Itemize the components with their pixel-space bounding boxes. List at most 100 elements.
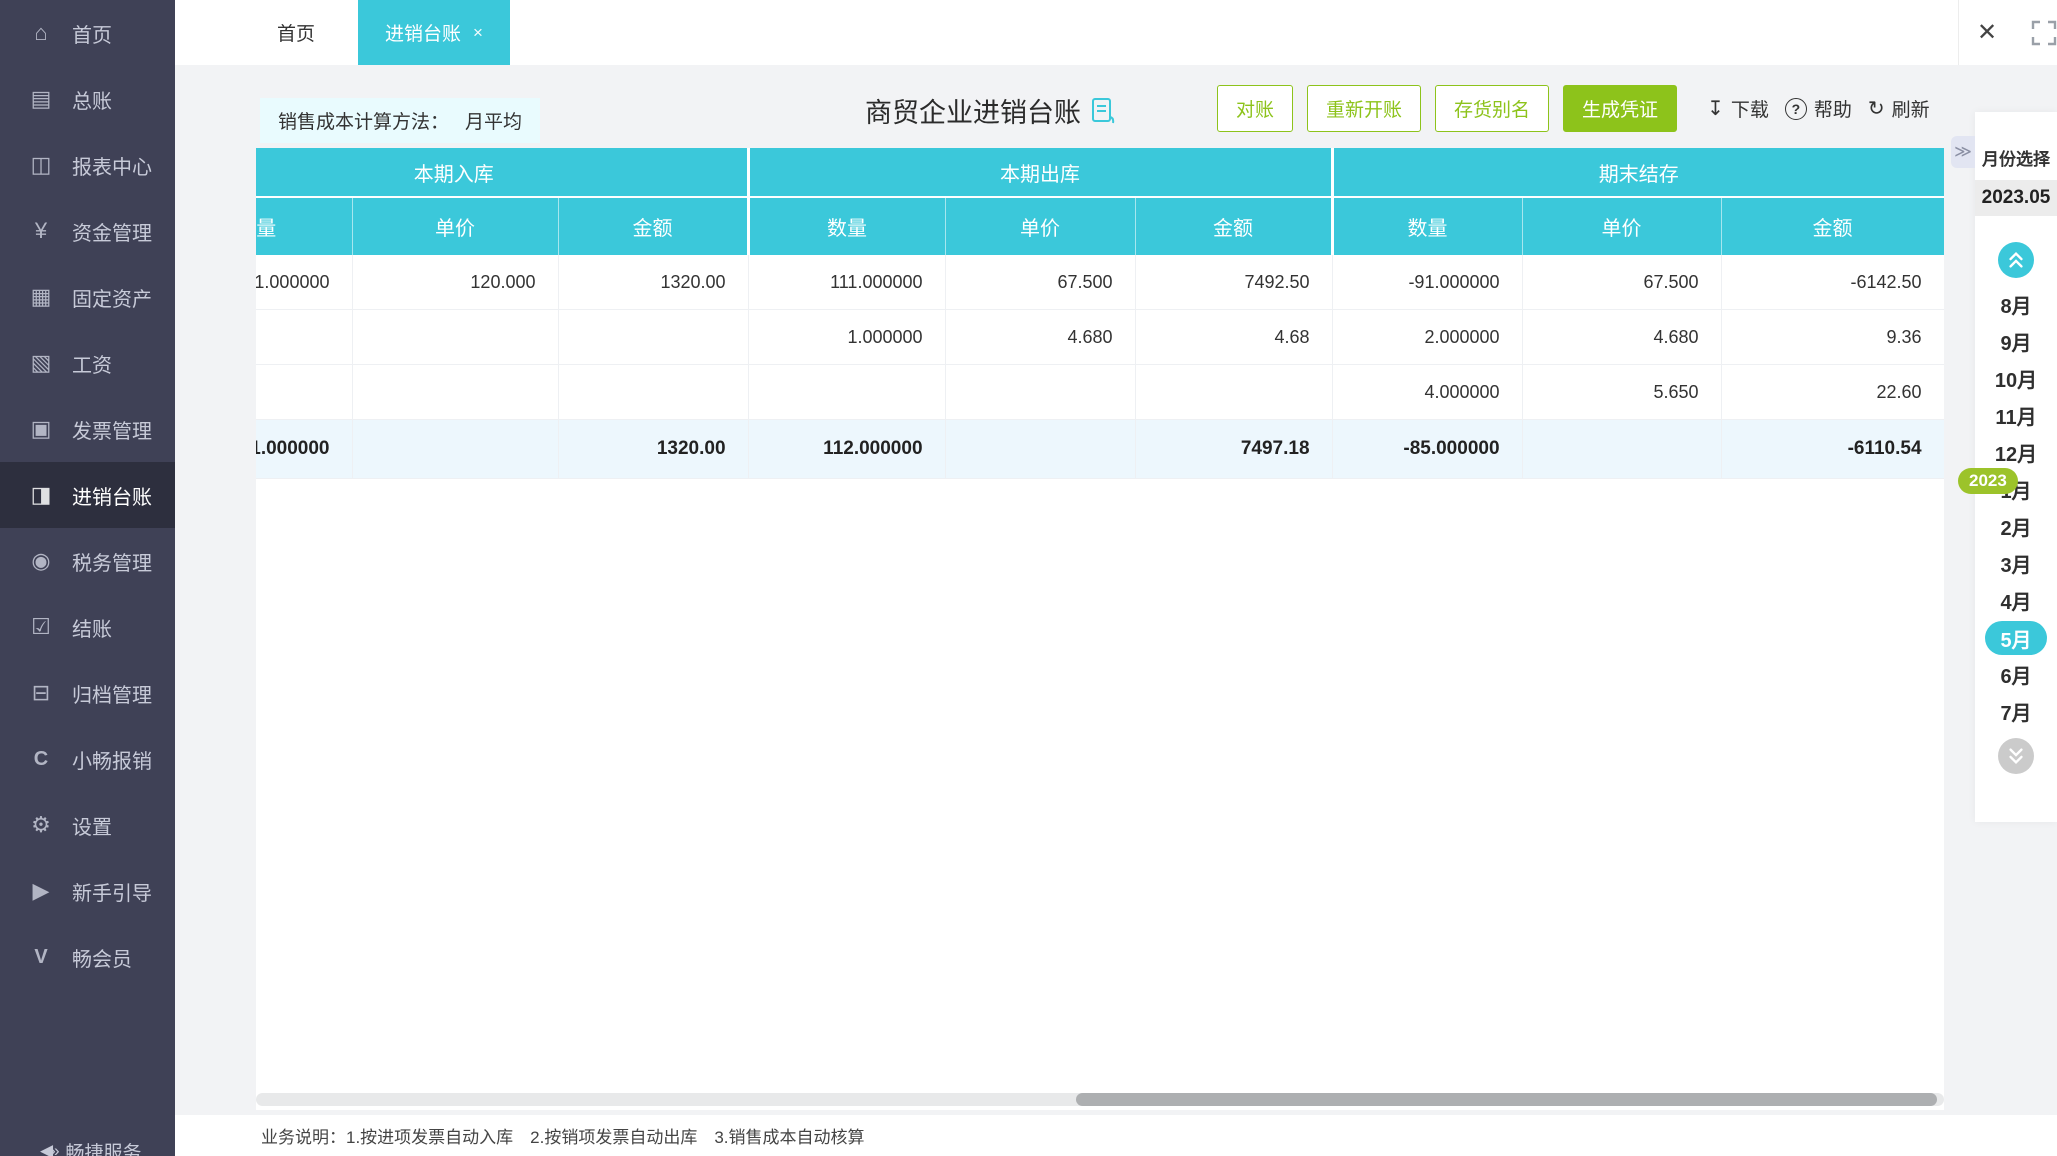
- page-title: 商贸企业进销台账: [865, 91, 1115, 130]
- help-action-label: 帮助: [1813, 100, 1852, 121]
- month-item-12月[interactable]: 12月: [1994, 444, 2038, 466]
- column-header: 数量: [748, 197, 946, 255]
- month-item-4月[interactable]: 4月: [2000, 592, 2032, 614]
- horizontal-scrollbar[interactable]: [256, 1093, 1944, 1106]
- document-icon[interactable]: [1091, 97, 1115, 125]
- month-selector-panel: ≫ 月份选择 2023.05 8月 9月 10月 11月 12月 1月 2月 3月 4月 5月 6月…: [1951, 112, 2057, 822]
- column-header: 金额: [1721, 197, 1944, 255]
- sidebar-item-label: 税务管理: [72, 552, 152, 575]
- sidebar-item-label: 设置: [72, 816, 112, 839]
- table-cell: 1.000000: [748, 309, 946, 365]
- closing-icon: ☑: [31, 614, 51, 639]
- purchase-sale-ledger-icon: ◨: [30, 482, 52, 507]
- table-row: 1.000000 4.680 4.68 2.000000 4.680 9.36: [256, 309, 1944, 365]
- sidebar-menu: ⌂ 首页 ▤ 总账 ◫ 报表中心 ¥ 资金管理 ▦ 固定资产 ▧ 工资 ▣ 发票管理 ◨ 进销台账 ◉ 税务管理 ☑…: [0, 0, 175, 990]
- sidebar-item-member[interactable]: V 畅会员: [0, 924, 175, 990]
- help-action[interactable]: ? 帮助: [1784, 95, 1852, 122]
- table-cell: -6142.50: [1721, 255, 1944, 310]
- sidebar-item-invoice[interactable]: ▣ 发票管理: [0, 396, 175, 462]
- table-cell: [256, 364, 353, 420]
- table-cell: [352, 309, 559, 365]
- sidebar-item-funds[interactable]: ¥ 资金管理: [0, 198, 175, 264]
- month-item-6月[interactable]: 6月: [2000, 666, 2032, 688]
- reconcile-button[interactable]: 对账: [1217, 85, 1294, 132]
- sidebar-item-label: 资金管理: [72, 222, 152, 245]
- reopen-account-button[interactable]: 重新开账: [1307, 85, 1422, 132]
- sidebar-item-settings[interactable]: ⚙ 设置: [0, 792, 175, 858]
- ledger-table-viewport: 本期入库本期出库期末结存数量单价金额数量单价金额数量单价金额11.0000001…: [256, 148, 1944, 1110]
- invoice-icon: ▣: [30, 416, 52, 441]
- tab-close-icon[interactable]: ×: [473, 22, 483, 42]
- scroll-months-down-button[interactable]: [1998, 738, 2034, 774]
- sidebar-item-label: 首页: [72, 24, 112, 47]
- table-cell: [945, 364, 1136, 420]
- month-item-11月[interactable]: 11月: [1995, 407, 2037, 429]
- total-cell: 11.000000: [256, 419, 353, 479]
- month-item-2月[interactable]: 2月: [2000, 518, 2032, 540]
- sidebar-item-closing[interactable]: ☑ 结账: [0, 594, 175, 660]
- column-header: 数量: [256, 197, 353, 255]
- table-cell: 120.000: [352, 255, 559, 310]
- refresh-action[interactable]: ↻ 刷新: [1868, 95, 1930, 122]
- settings-gear-icon: ⚙: [31, 812, 51, 837]
- table-cell: [1135, 364, 1333, 420]
- sidebar-item-label: 归档管理: [72, 684, 152, 707]
- content-area: 销售成本计算方法： 月平均 商贸企业进销台账 对账 重新开账 存货别名 生成凭证 ↧ 下载…: [175, 65, 2057, 1156]
- toolbar: 对账 重新开账 存货别名 生成凭证 ↧ 下载 ? 帮助 ↻ 刷新: [1217, 85, 1930, 132]
- tab-bar: 首页 进销台账 × ✕: [175, 0, 2057, 65]
- sidebar-item-guide[interactable]: ▶ 新手引导: [0, 858, 175, 924]
- table-cell: 7492.50: [1135, 255, 1333, 310]
- window-fullscreen-icon[interactable]: [2031, 20, 2057, 46]
- panel-collapse-handle[interactable]: ≫: [1951, 136, 1975, 168]
- archive-icon: ⊟: [31, 680, 51, 705]
- column-header: 单价: [945, 197, 1136, 255]
- month-item-7月[interactable]: 7月: [2000, 703, 2032, 725]
- table-cell: 67.500: [945, 255, 1136, 310]
- generate-voucher-button[interactable]: 生成凭证: [1563, 85, 1678, 132]
- xiaochang-expense-icon: C: [33, 747, 49, 770]
- table-cell: [352, 364, 559, 420]
- table-cell: 4.680: [1522, 309, 1722, 365]
- sidebar-item-tax[interactable]: ◉ 税务管理: [0, 528, 175, 594]
- tab-purchase-sale-ledger[interactable]: 进销台账 ×: [358, 0, 510, 65]
- column-header: 金额: [1135, 197, 1334, 255]
- sidebar-item-archive[interactable]: ⊟ 归档管理: [0, 660, 175, 726]
- sidebar-item-label: 新手引导: [72, 882, 152, 905]
- sidebar: ⌂ 首页 ▤ 总账 ◫ 报表中心 ¥ 资金管理 ▦ 固定资产 ▧ 工资 ▣ 发票管理 ◨ 进销台账 ◉ 税务管理 ☑…: [0, 0, 175, 1156]
- sidebar-item-payroll[interactable]: ▧ 工资: [0, 330, 175, 396]
- month-item-10月[interactable]: 10月: [1994, 370, 2038, 392]
- sidebar-item-ledger-book[interactable]: ◨ 进销台账: [0, 462, 175, 528]
- table-cell: 4.68: [1135, 309, 1333, 365]
- page-title-text: 商贸企业进销台账: [865, 98, 1081, 128]
- month-item-5月[interactable]: 5月: [1985, 621, 2047, 655]
- total-cell: [352, 419, 559, 479]
- sidebar-item-home[interactable]: ⌂ 首页: [0, 0, 175, 66]
- scroll-months-up-button[interactable]: [1998, 242, 2034, 278]
- month-item-8月[interactable]: 8月: [2000, 296, 2032, 318]
- tab-home[interactable]: 首页: [277, 24, 316, 45]
- payroll-icon: ▧: [30, 350, 52, 375]
- total-cell: 7497.18: [1135, 419, 1333, 479]
- download-action[interactable]: ↧ 下载: [1707, 95, 1769, 122]
- sidebar-item-fixed-assets[interactable]: ▦ 固定资产: [0, 264, 175, 330]
- month-item-3月[interactable]: 3月: [2000, 555, 2032, 577]
- month-item-9月[interactable]: 9月: [2000, 333, 2032, 355]
- total-cell: 112.000000: [748, 419, 946, 479]
- cost-method-value: 月平均: [465, 112, 523, 133]
- sidebar-item-label: 畅会员: [72, 948, 132, 971]
- sidebar-item-general-ledger[interactable]: ▤ 总账: [0, 66, 175, 132]
- total-cell: -85.000000: [1332, 419, 1523, 479]
- general-ledger-icon: ▤: [30, 86, 52, 111]
- month-list: 8月 9月 10月 11月 12月 1月 2月 3月 4月 5月 6月 7月: [1975, 286, 2057, 730]
- current-period[interactable]: 2023.05: [1975, 180, 2057, 216]
- refresh-icon: ↻: [1867, 98, 1885, 120]
- sidebar-item-report-center[interactable]: ◫ 报表中心: [0, 132, 175, 198]
- horizontal-scrollbar-thumb[interactable]: [1076, 1093, 1938, 1106]
- cost-method-label: 销售成本计算方法： 月平均: [260, 98, 541, 143]
- sidebar-item-expense[interactable]: C 小畅报销: [0, 726, 175, 792]
- double-chevron-up-icon: [2009, 251, 2023, 268]
- sidebar-announcement[interactable]: ◀» 畅捷服务: [0, 1128, 175, 1156]
- sidebar-item-label: 进销台账: [72, 486, 152, 509]
- window-close-icon[interactable]: ✕: [1958, 0, 2015, 65]
- inventory-alias-button[interactable]: 存货别名: [1435, 85, 1550, 132]
